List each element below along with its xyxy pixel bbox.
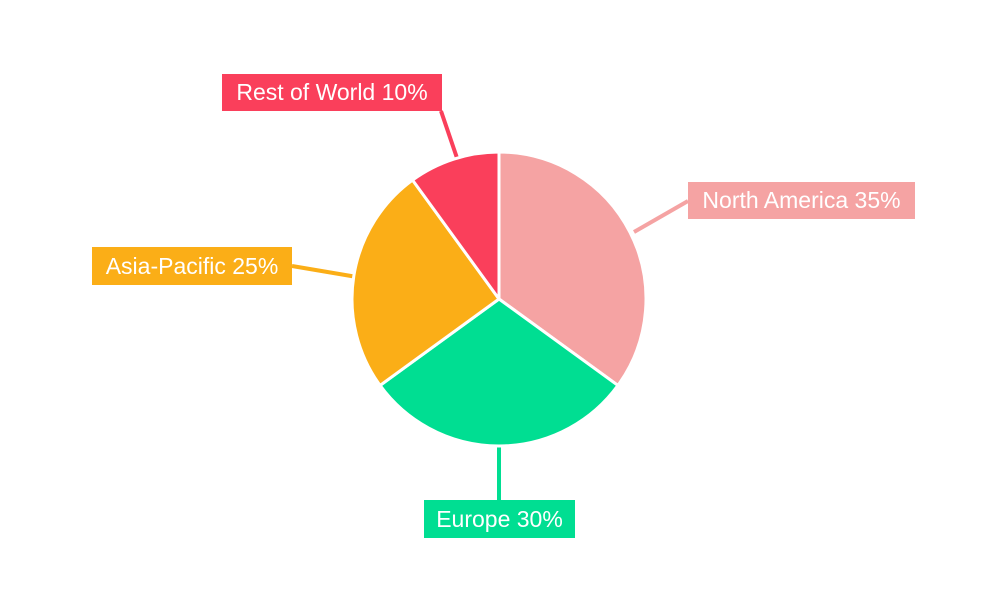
pie-slice-label-rest-of-world[interactable]: Rest of World 10% xyxy=(222,74,442,111)
pie-slice-label-europe[interactable]: Europe 30% xyxy=(424,500,575,538)
pie-wedges-group xyxy=(350,150,648,448)
pie-slice-asia-pacific[interactable] xyxy=(350,178,501,387)
pie-slice-europe[interactable] xyxy=(378,297,620,448)
pie-slice-label-asia-pacific[interactable]: Asia-Pacific 25% xyxy=(92,247,292,285)
leader-line-rest-of-world xyxy=(439,110,459,159)
leader-lines-group xyxy=(291,110,689,500)
leader-line-north-america xyxy=(633,199,689,234)
pie-slice-rest-of-world[interactable] xyxy=(411,150,501,301)
pie-slice-north-america[interactable] xyxy=(497,150,648,387)
pie-slice-label-north-america[interactable]: North America 35% xyxy=(688,182,915,219)
leader-line-asia-pacific xyxy=(291,264,358,279)
